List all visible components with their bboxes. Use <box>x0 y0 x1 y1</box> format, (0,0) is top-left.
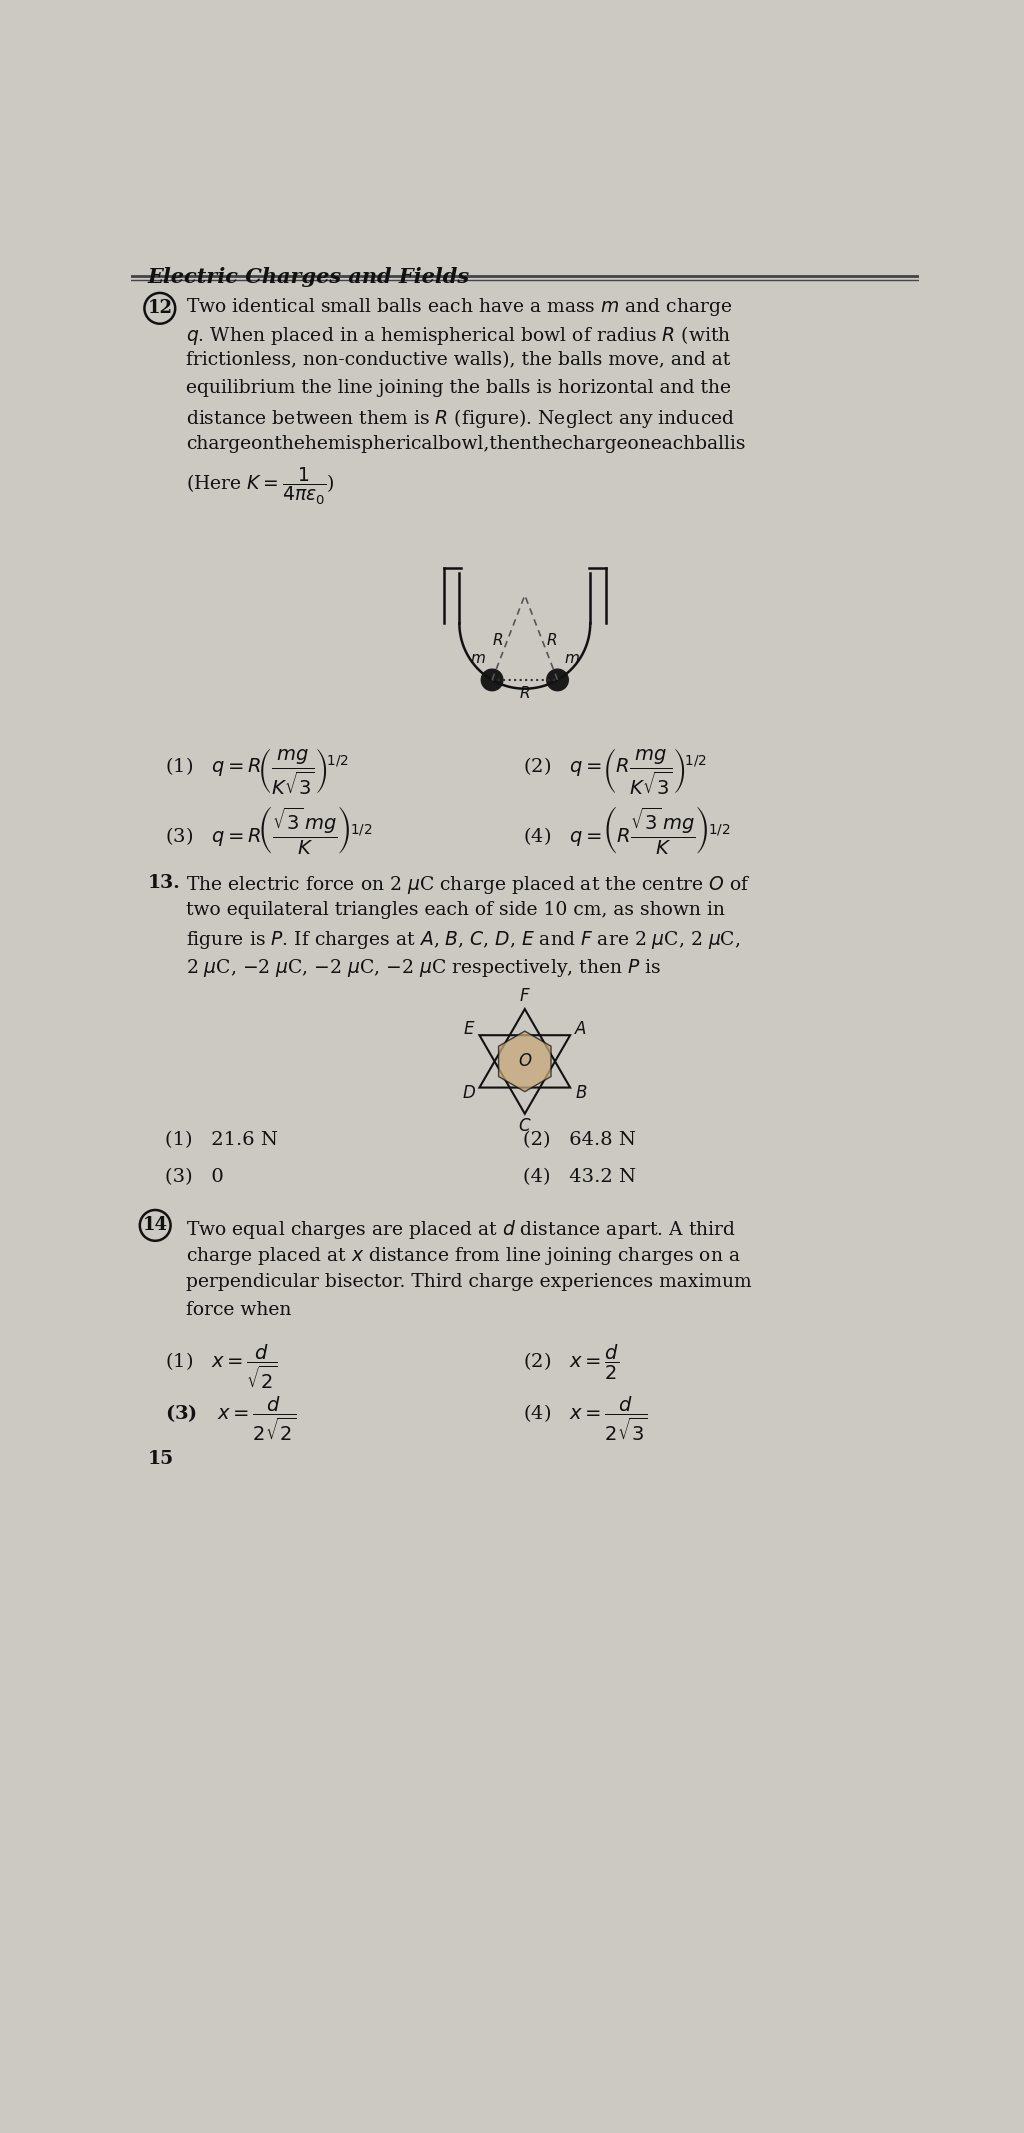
Text: $\mathit{B}$: $\mathit{B}$ <box>574 1086 587 1103</box>
Text: $R$: $R$ <box>519 685 530 700</box>
Text: (2)   $x = \dfrac{d}{2}$: (2) $x = \dfrac{d}{2}$ <box>523 1342 620 1382</box>
Circle shape <box>481 670 503 691</box>
Text: $m$: $m$ <box>470 653 486 665</box>
Circle shape <box>547 670 568 691</box>
Text: Two equal charges are placed at $d$ distance apart. A third: Two equal charges are placed at $d$ dist… <box>186 1218 736 1241</box>
Text: $R$: $R$ <box>493 631 503 648</box>
Text: figure is $P$. If charges at $A$, $B$, $C$, $D$, $E$ and $F$ are 2 $\mu$C, 2 $\m: figure is $P$. If charges at $A$, $B$, $… <box>186 930 740 951</box>
Text: (1)   $x = \dfrac{d}{\sqrt{2}}$: (1) $x = \dfrac{d}{\sqrt{2}}$ <box>165 1342 278 1391</box>
Text: force when: force when <box>186 1301 292 1318</box>
Text: (4)   43.2 N: (4) 43.2 N <box>523 1167 636 1186</box>
Text: perpendicular bisector. Third charge experiences maximum: perpendicular bisector. Third charge exp… <box>186 1273 752 1290</box>
Text: Two identical small balls each have a mass $m$ and charge: Two identical small balls each have a ma… <box>186 296 733 318</box>
Text: $\mathit{D}$: $\mathit{D}$ <box>462 1086 476 1103</box>
Text: (Here $K = \dfrac{1}{4\pi\varepsilon_0}$): (Here $K = \dfrac{1}{4\pi\varepsilon_0}$… <box>186 465 335 506</box>
Text: $\mathit{A}$: $\mathit{A}$ <box>574 1020 588 1037</box>
Text: Electric Charges and Fields: Electric Charges and Fields <box>147 267 470 286</box>
Text: $\mathit{F}$: $\mathit{F}$ <box>519 988 530 1005</box>
Text: (1)   21.6 N: (1) 21.6 N <box>165 1130 279 1150</box>
Text: 14: 14 <box>142 1216 168 1235</box>
Text: (3)   $x = \dfrac{d}{2\sqrt{2}}$: (3) $x = \dfrac{d}{2\sqrt{2}}$ <box>165 1395 296 1444</box>
Text: $O$: $O$ <box>517 1054 532 1071</box>
Text: (4)   $x = \dfrac{d}{2\sqrt{3}}$: (4) $x = \dfrac{d}{2\sqrt{3}}$ <box>523 1395 648 1444</box>
Text: 12: 12 <box>147 299 172 318</box>
Text: frictionless, non-conductive walls), the balls move, and at: frictionless, non-conductive walls), the… <box>186 352 730 369</box>
Text: $\mathit{E}$: $\mathit{E}$ <box>463 1020 475 1037</box>
Text: $m$: $m$ <box>563 653 580 665</box>
Text: (2)   $q = \!\left(R\dfrac{mg}{K\sqrt{3}}\right)^{\!1/2}$: (2) $q = \!\left(R\dfrac{mg}{K\sqrt{3}}\… <box>523 747 707 796</box>
Text: 13.: 13. <box>147 875 180 892</box>
Text: distance between them is $R$ (figure). Neglect any induced: distance between them is $R$ (figure). N… <box>186 407 735 431</box>
Text: 2 $\mu$C, $-$2 $\mu$C, $-$2 $\mu$C, $-$2 $\mu$C respectively, then $P$ is: 2 $\mu$C, $-$2 $\mu$C, $-$2 $\mu$C, $-$2… <box>186 958 662 979</box>
Text: two equilateral triangles each of side 10 cm, as shown in: two equilateral triangles each of side 1… <box>186 902 725 919</box>
Text: (2)   64.8 N: (2) 64.8 N <box>523 1130 636 1150</box>
Text: The electric force on 2 $\mu$C charge placed at the centre $O$ of: The electric force on 2 $\mu$C charge pl… <box>186 875 751 896</box>
Text: $q$. When placed in a hemispherical bowl of radius $R$ (with: $q$. When placed in a hemispherical bowl… <box>186 324 731 348</box>
Text: charge placed at $x$ distance from line joining charges on a: charge placed at $x$ distance from line … <box>186 1246 740 1267</box>
Text: (1)   $q = R\!\left(\dfrac{mg}{K\sqrt{3}}\right)^{\!1/2}$: (1) $q = R\!\left(\dfrac{mg}{K\sqrt{3}}\… <box>165 747 349 796</box>
Text: $\mathit{C}$: $\mathit{C}$ <box>518 1118 531 1135</box>
Text: 15: 15 <box>147 1450 174 1468</box>
Text: chargeonthehemisphericalbowl,thenthechargeoneachballis: chargeonthehemisphericalbowl,thenthechar… <box>186 435 745 452</box>
Polygon shape <box>499 1030 551 1092</box>
Text: (4)   $q = \!\left(R\dfrac{\sqrt{3}\,mg}{K}\right)^{\!1/2}$: (4) $q = \!\left(R\dfrac{\sqrt{3}\,mg}{K… <box>523 804 730 855</box>
Text: $R$: $R$ <box>547 631 557 648</box>
Text: (3)   0: (3) 0 <box>165 1167 224 1186</box>
Text: equilibrium the line joining the balls is horizontal and the: equilibrium the line joining the balls i… <box>186 380 731 397</box>
Text: (3)   $q = R\!\left(\dfrac{\sqrt{3}\,mg}{K}\right)^{\!1/2}$: (3) $q = R\!\left(\dfrac{\sqrt{3}\,mg}{K… <box>165 804 373 855</box>
